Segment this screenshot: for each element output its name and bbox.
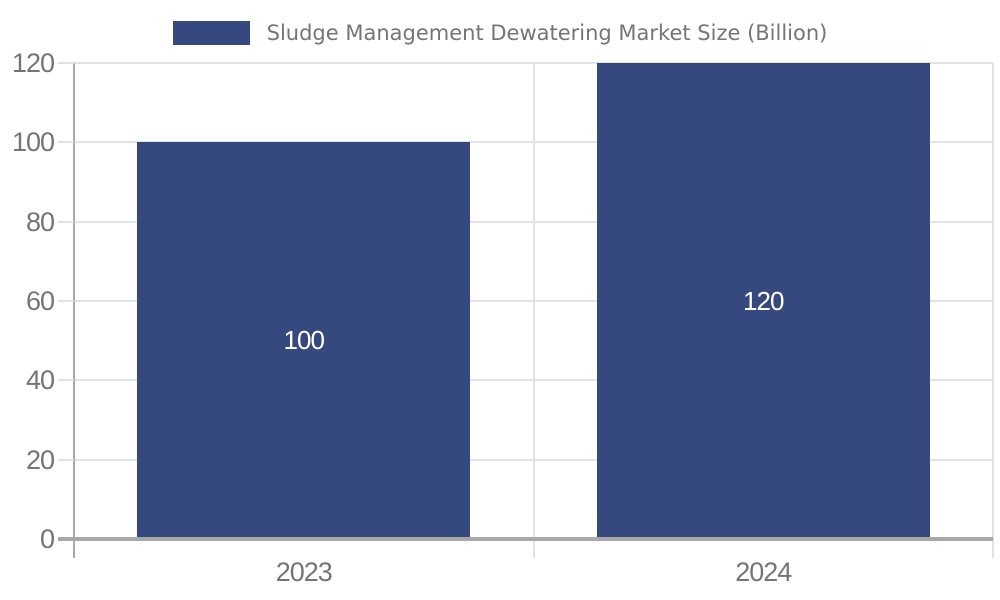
x-axis-line [58,537,993,541]
gridline-vertical [992,63,994,539]
x-tick-label: 2024 [735,557,792,587]
y-tick [58,141,74,144]
y-tick-label: 60 [25,286,55,316]
y-tick-label: 120 [11,48,55,78]
x-tick-label: 2023 [275,557,333,587]
bar-value-label: 120 [743,285,784,316]
y-tick-label: 20 [25,444,55,475]
chart-legend: Sludge Management Dewatering Market Size… [0,20,1000,46]
legend-swatch [172,21,250,45]
y-tick-label: 100 [11,127,55,158]
gridline-vertical [532,63,535,539]
y-axis-line [73,63,75,558]
bar-2024: 120 [596,63,930,539]
y-tick-label: 80 [25,206,55,237]
y-tick-label: 0 [39,524,55,554]
y-tick [58,458,74,461]
y-tick [58,220,74,223]
y-tick-label: 40 [25,365,55,396]
x-tick [532,539,535,558]
y-tick [58,300,74,302]
y-tick [58,62,74,64]
x-tick [992,539,994,558]
bar-value-label: 100 [283,325,325,356]
plot-area: 100 120 [74,62,994,539]
bar-2023: 100 [137,142,471,539]
y-tick [58,379,74,382]
legend-label: Sludge Management Dewatering Market Size… [266,21,828,45]
